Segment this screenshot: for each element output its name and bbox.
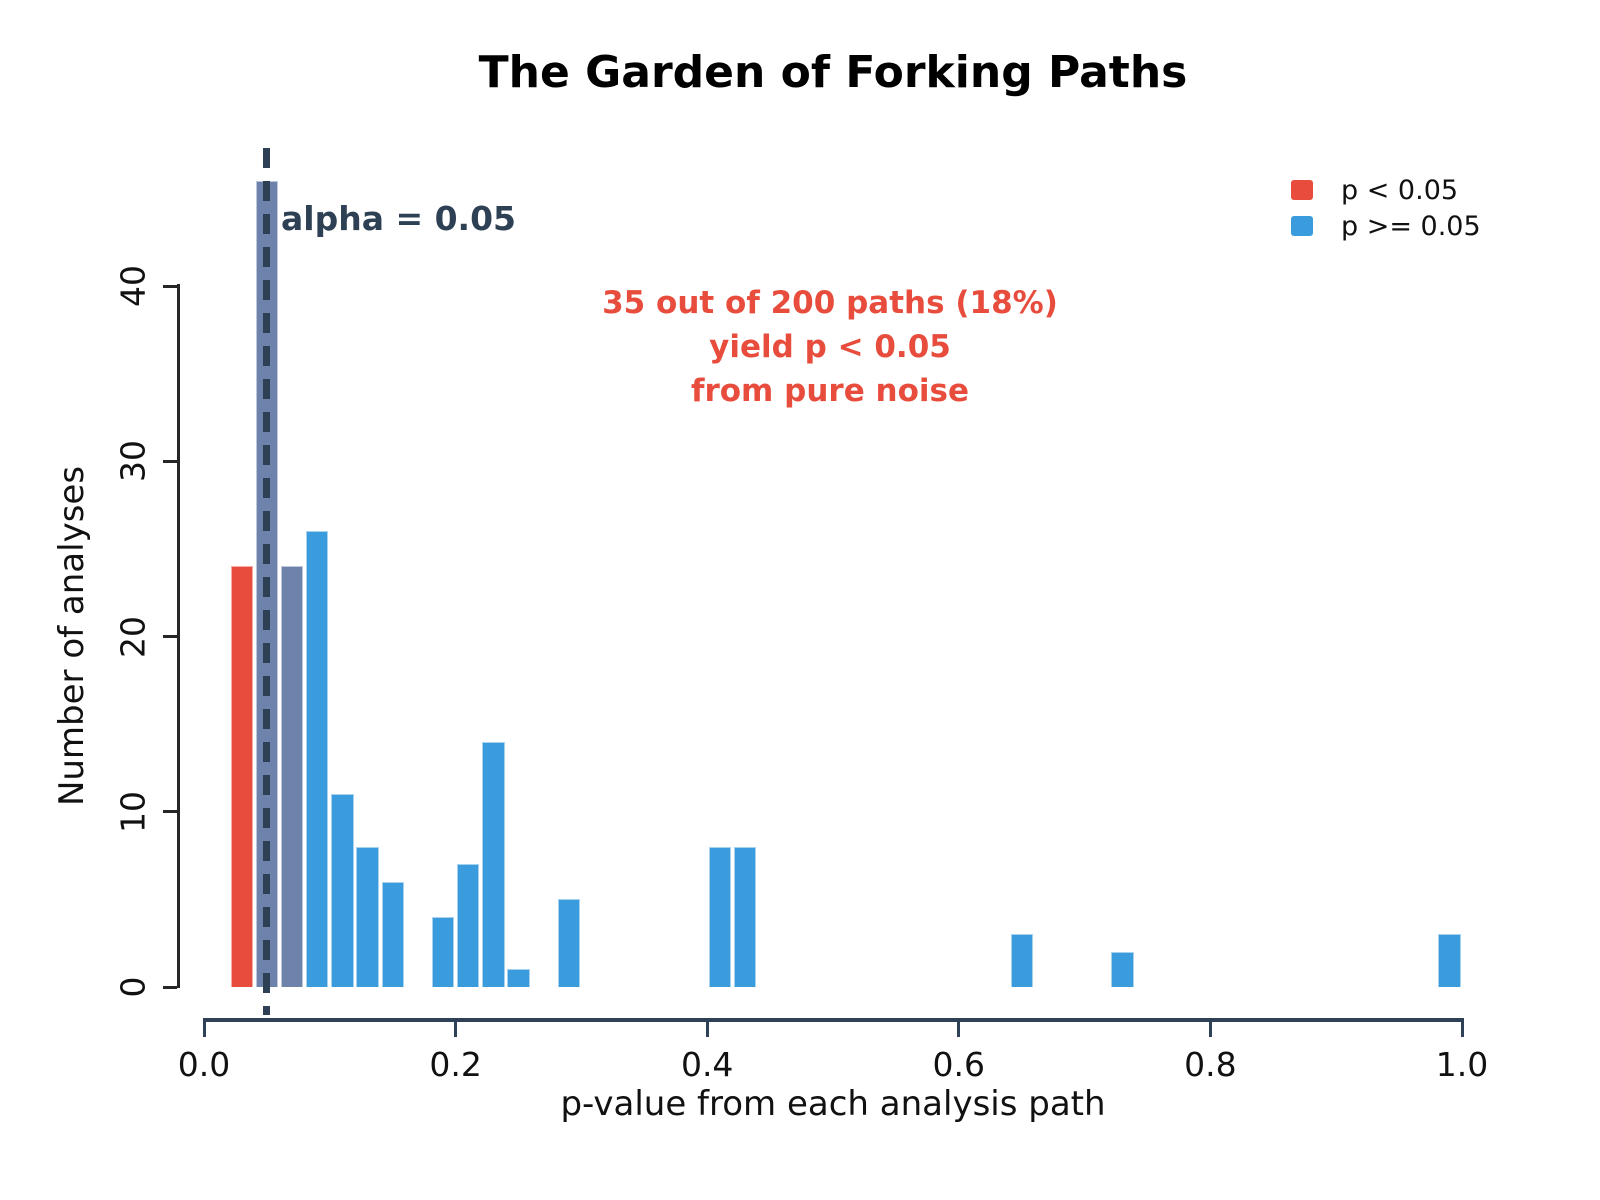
legend-item: p < 0.05 (1291, 172, 1481, 208)
legend: p < 0.05 p >= 0.05 (1291, 172, 1481, 244)
x-axis-line (203, 1018, 1464, 1022)
x-axis-tick-label: 1.0 (1435, 1045, 1489, 1084)
y-axis-tick-label: 30 (113, 440, 153, 483)
x-axis-tick-label: 0.8 (1184, 1045, 1237, 1084)
legend-label: p >= 0.05 (1341, 210, 1481, 242)
x-axis-tick-label: 0.2 (429, 1045, 482, 1084)
x-axis-title: p-value from each analysis path (560, 1084, 1106, 1124)
y-axis-tick (163, 810, 177, 814)
legend-swatch-icon (1291, 216, 1313, 236)
histogram-bar (482, 741, 505, 987)
histogram-bar (280, 566, 304, 987)
histogram-bar (708, 846, 731, 987)
histogram-bar (1010, 934, 1033, 987)
histogram-bar (507, 969, 530, 987)
x-axis-tick (705, 1022, 709, 1037)
y-axis-tick-label: 20 (113, 615, 153, 658)
y-axis-title: Number of analyses (52, 465, 92, 807)
histogram-bar (431, 916, 455, 987)
histogram-bar (306, 531, 329, 987)
x-axis-tick (454, 1022, 458, 1037)
histogram-bar (557, 899, 580, 987)
histogram-bar (457, 864, 480, 987)
histogram-bar (1111, 951, 1134, 987)
x-axis-tick (957, 1022, 961, 1037)
x-axis-tick (1460, 1022, 1464, 1037)
y-axis-tick-label: 10 (113, 790, 153, 833)
y-axis-tick (163, 284, 177, 288)
x-axis-tick-label: 0.4 (680, 1045, 734, 1084)
alpha-threshold-line (263, 148, 270, 1015)
histogram-bar (733, 846, 757, 987)
x-axis-tick (202, 1022, 206, 1037)
legend-item: p >= 0.05 (1291, 208, 1481, 244)
histogram-bar (230, 566, 253, 987)
histogram-bar (381, 881, 404, 987)
chart-title: The Garden of Forking Paths (478, 47, 1188, 98)
noise-annotation: 35 out of 200 paths (18%) yield p < 0.05… (602, 281, 1058, 413)
y-axis-tick-label: 0 (113, 976, 153, 998)
y-axis-line (177, 284, 180, 988)
x-axis-tick-label: 0.6 (932, 1045, 986, 1084)
x-axis-tick (1208, 1022, 1212, 1037)
alpha-annotation: alpha = 0.05 (281, 199, 517, 238)
y-axis-tick (163, 985, 177, 989)
histogram-bar (356, 846, 379, 987)
noise-annotation-line-3: from pure noise (690, 373, 969, 409)
noise-annotation-line-1: 35 out of 200 paths (18%) (602, 285, 1058, 321)
legend-swatch-icon (1291, 180, 1313, 200)
legend-label: p < 0.05 (1341, 174, 1459, 206)
x-axis-tick-label: 0.0 (177, 1045, 231, 1084)
y-axis-tick (163, 635, 177, 638)
y-axis-tick (163, 459, 177, 463)
histogram-bar (1438, 934, 1461, 987)
noise-annotation-line-2: yield p < 0.05 (709, 329, 951, 365)
histogram-bar (331, 794, 354, 987)
y-axis-tick-label: 40 (113, 265, 153, 307)
